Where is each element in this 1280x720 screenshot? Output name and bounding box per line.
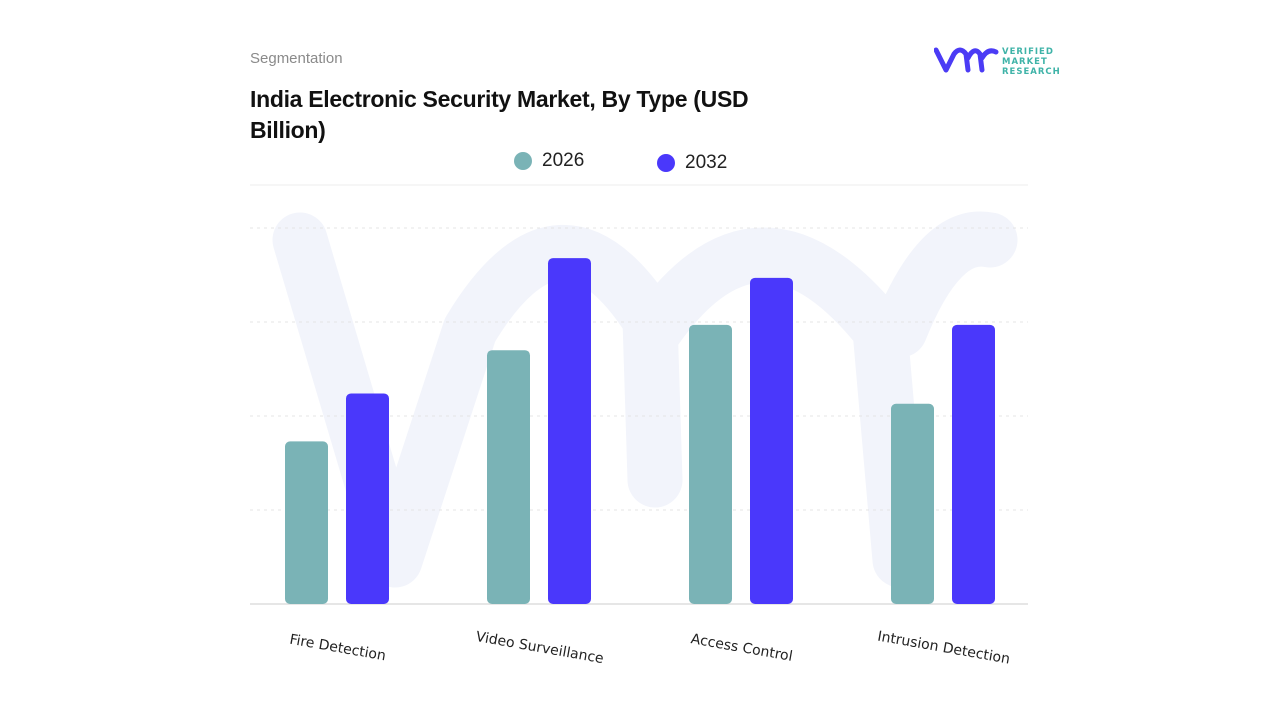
- legend: 2026 2032: [0, 150, 1280, 174]
- x-tick-label: Fire Detection: [288, 632, 387, 665]
- svg-text:MARKET: MARKET: [1002, 57, 1048, 67]
- bar-2026-video-surveillance: [487, 350, 530, 604]
- legend-swatch-2026: [514, 152, 532, 170]
- bar-2026-intrusion-detection: [891, 403, 934, 604]
- section-label: Segmentation: [250, 50, 343, 67]
- bar-2032-video-surveillance: [548, 258, 591, 604]
- legend-label: 2032: [685, 152, 728, 173]
- bar-2032-intrusion-detection: [952, 324, 995, 604]
- bar-2026-fire-detection: [285, 441, 328, 604]
- watermark-logo: [272, 211, 1018, 588]
- legend-label: 2026: [542, 150, 585, 171]
- legend-swatch-2032: [657, 154, 675, 172]
- vmr-logo: VERIFIED MARKET RESEARCH: [934, 47, 1061, 76]
- bar-2026-access-control: [689, 324, 732, 604]
- svg-text:RESEARCH: RESEARCH: [1002, 67, 1061, 76]
- svg-text:VERIFIED: VERIFIED: [1002, 47, 1054, 57]
- chart-title: India Electronic Security Market, By Typ…: [250, 86, 749, 143]
- legend-item-2032: 2032: [657, 152, 727, 174]
- x-tick-label: Video Surveillance: [475, 629, 605, 667]
- legend-item-2026: 2026: [514, 150, 584, 172]
- x-tick-label: Intrusion Detection: [876, 629, 1011, 668]
- bar-2032-access-control: [750, 277, 793, 604]
- bar-2032-fire-detection: [346, 393, 389, 604]
- x-tick-label: Access Control: [690, 631, 794, 665]
